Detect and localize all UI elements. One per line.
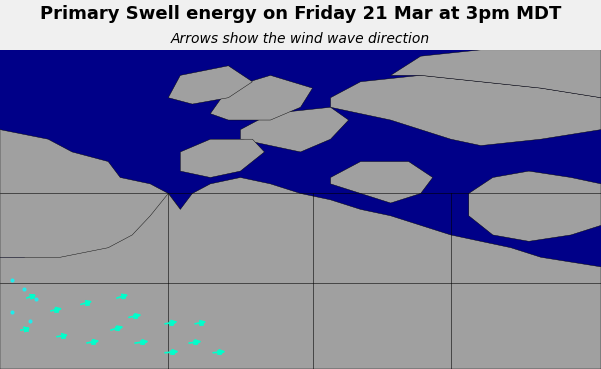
Text: Arrows show the wind wave direction: Arrows show the wind wave direction: [171, 32, 430, 46]
Polygon shape: [0, 130, 192, 280]
Polygon shape: [210, 75, 313, 120]
Polygon shape: [469, 171, 601, 241]
Polygon shape: [391, 50, 601, 98]
Polygon shape: [168, 66, 252, 104]
Polygon shape: [240, 107, 349, 152]
Text: Primary Swell energy on Friday 21 Mar at 3pm MDT: Primary Swell energy on Friday 21 Mar at…: [40, 5, 561, 23]
Polygon shape: [0, 177, 601, 369]
Polygon shape: [180, 139, 264, 177]
Polygon shape: [331, 162, 433, 203]
Polygon shape: [331, 75, 601, 146]
